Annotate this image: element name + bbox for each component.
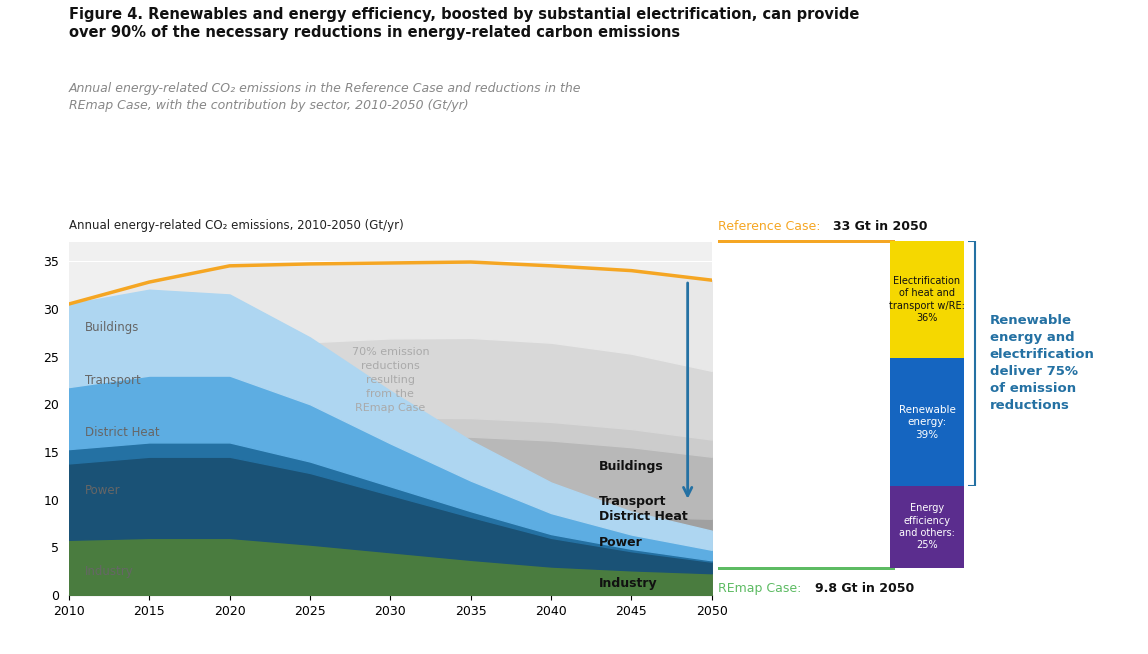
Text: Energy
efficiency
and others:
25%: Energy efficiency and others: 25% bbox=[899, 503, 955, 551]
Text: District Heat: District Heat bbox=[599, 510, 688, 523]
Text: Renewable
energy and
electrification
deliver 75%
of emission
reductions: Renewable energy and electrification del… bbox=[990, 315, 1094, 412]
Text: Annual energy-related CO₂ emissions in the Reference Case and reductions in the
: Annual energy-related CO₂ emissions in t… bbox=[69, 82, 581, 112]
Text: 9.8 Gt in 2050: 9.8 Gt in 2050 bbox=[815, 582, 914, 595]
Text: Power: Power bbox=[85, 484, 121, 496]
Text: REmap Case:: REmap Case: bbox=[718, 582, 805, 595]
Text: Buildings: Buildings bbox=[85, 321, 139, 334]
Text: Industry: Industry bbox=[599, 577, 658, 590]
Text: Reference Case:: Reference Case: bbox=[718, 220, 824, 233]
Text: Renewable
energy:
39%: Renewable energy: 39% bbox=[899, 405, 955, 439]
Text: Transport: Transport bbox=[85, 374, 141, 387]
Text: Power: Power bbox=[599, 536, 643, 549]
Text: Buildings: Buildings bbox=[599, 460, 664, 473]
Text: 33 Gt in 2050: 33 Gt in 2050 bbox=[833, 220, 928, 233]
Text: 70% emission
reductions
resulting
from the
REmap Case: 70% emission reductions resulting from t… bbox=[351, 347, 429, 413]
Text: Transport: Transport bbox=[599, 495, 667, 508]
Text: Industry: Industry bbox=[85, 565, 133, 577]
Text: Electrification
of heat and
transport w/RE:
36%: Electrification of heat and transport w/… bbox=[889, 276, 965, 323]
Text: Figure 4. Renewables and energy efficiency, boosted by substantial electrificati: Figure 4. Renewables and energy efficien… bbox=[69, 7, 859, 40]
Text: District Heat: District Heat bbox=[85, 426, 160, 439]
Text: Annual energy-related CO₂ emissions, 2010-2050 (Gt/yr): Annual energy-related CO₂ emissions, 201… bbox=[69, 219, 404, 232]
